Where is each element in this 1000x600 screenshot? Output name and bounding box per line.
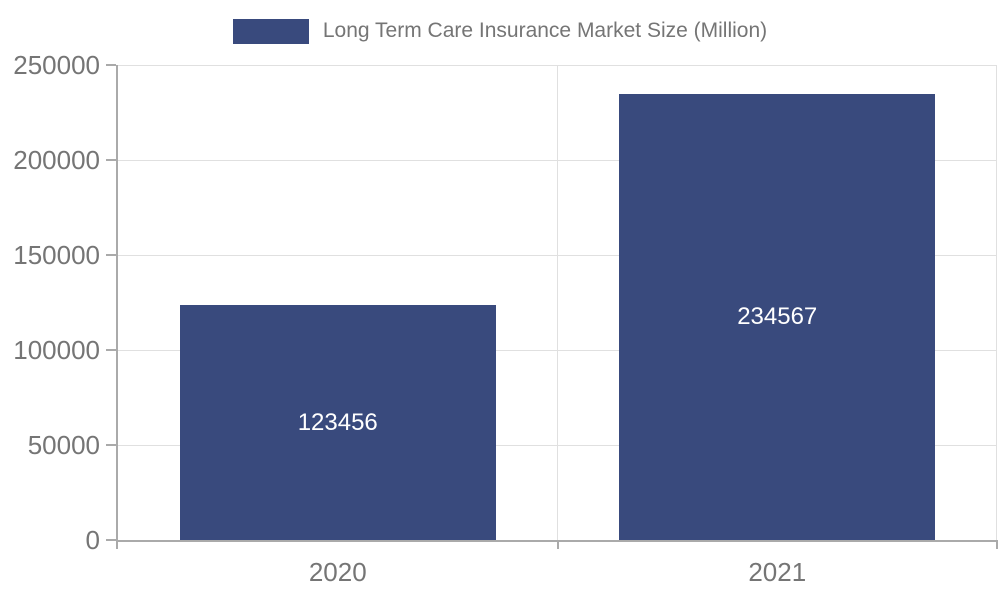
y-axis-label: 200000 <box>13 145 100 175</box>
bar-value-label: 234567 <box>737 303 818 331</box>
y-axis-tick <box>106 64 116 66</box>
x-axis-tick <box>116 540 118 549</box>
x-axis-tick <box>996 540 998 549</box>
y-axis-label: 50000 <box>27 430 100 460</box>
y-axis-label: 0 <box>85 525 100 555</box>
legend-swatch-icon <box>232 18 309 44</box>
y-axis-tick <box>106 444 116 446</box>
x-axis-label: 2021 <box>748 557 807 587</box>
y-axis-tick <box>106 539 116 541</box>
y-axis-tick <box>106 254 116 256</box>
legend-label: Long Term Care Insurance Market Size (Mi… <box>322 19 768 42</box>
bar-2020[interactable]: 123456 <box>179 305 496 540</box>
x-axis-label: 2020 <box>308 557 367 587</box>
y-axis-tick <box>106 159 116 161</box>
gridline-horizontal <box>118 65 997 66</box>
bar-2021[interactable]: 234567 <box>619 94 936 540</box>
y-axis-label: 150000 <box>13 240 100 270</box>
y-axis-tick <box>106 349 116 351</box>
y-axis-label: 250000 <box>13 50 100 80</box>
x-axis-tick <box>556 540 559 549</box>
gridline-vertical <box>996 65 997 540</box>
gridline-horizontal <box>118 350 997 351</box>
plot-area: 0 50000 100000 150000 200000 250000 123456 2020… <box>13 52 998 586</box>
legend-item[interactable]: Long Term Care Insurance Market Size (Mi… <box>0 14 1000 48</box>
gridline-horizontal <box>118 255 997 256</box>
y-axis-label: 100000 <box>13 335 100 365</box>
gridline-vertical <box>556 65 558 540</box>
gridline-horizontal <box>118 445 997 446</box>
gridline-horizontal <box>118 160 997 161</box>
bar-value-label: 123456 <box>297 408 378 436</box>
